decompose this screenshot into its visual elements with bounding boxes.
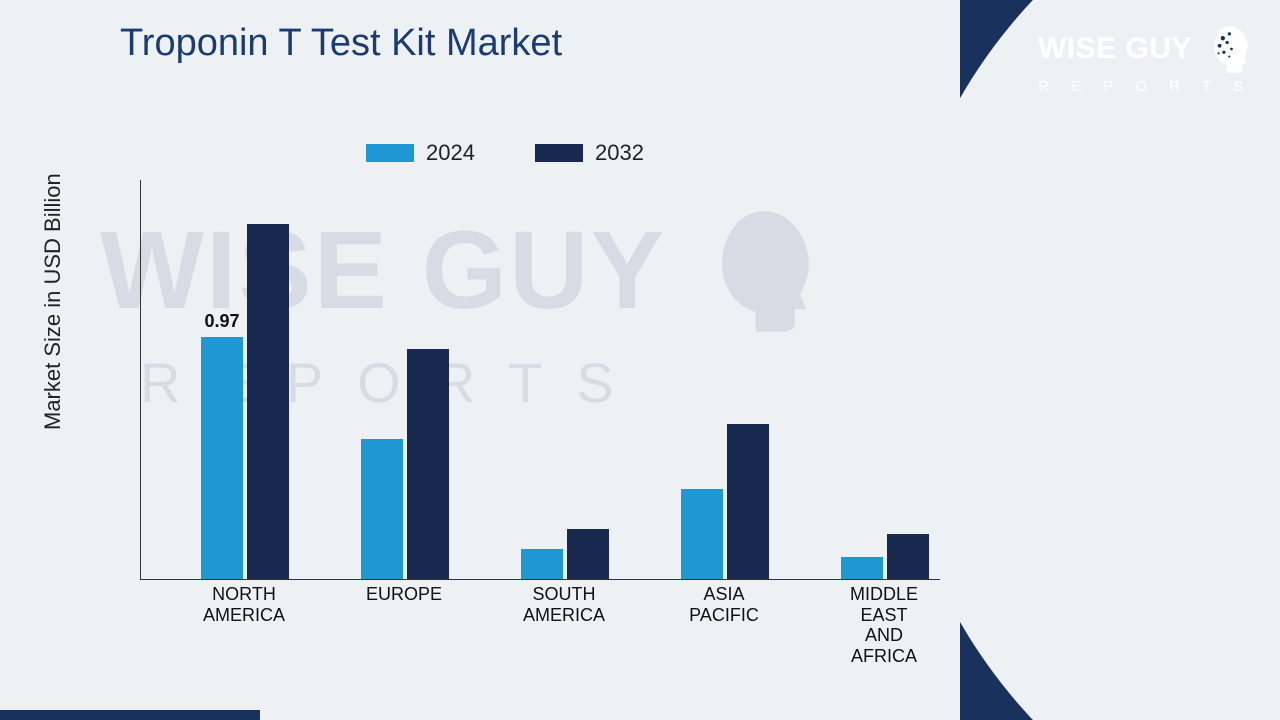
bottom-accent-bar (0, 710, 260, 720)
legend-swatch-1 (366, 144, 414, 162)
bar-group (681, 424, 769, 579)
legend-swatch-2 (535, 144, 583, 162)
x-tick-label: NORTH AMERICA (203, 584, 285, 625)
bar-series-2 (887, 534, 929, 579)
legend-item: 2032 (535, 140, 644, 166)
chart-title: Troponin T Test Kit Market (120, 22, 562, 65)
bar-series-1: 0.97 (201, 337, 243, 580)
bar-series-2 (407, 349, 449, 579)
bar-group (521, 529, 609, 579)
page: Troponin T Test Kit Market WISE GUY R E … (0, 0, 1280, 720)
logo-line-2: R E P O R T S (1038, 78, 1252, 95)
logo-text-1: WISE GUY (1038, 32, 1192, 66)
legend: 2024 2032 (50, 140, 960, 166)
plot-area: 0.97 (140, 180, 940, 580)
bar-series-1 (841, 557, 883, 580)
x-axis-labels: NORTH AMERICA EUROPE SOUTH AMERICA ASIA PAC… (140, 584, 940, 664)
x-tick-label: EUROPE (366, 584, 442, 605)
legend-item: 2024 (366, 140, 475, 166)
bar-group (361, 349, 449, 579)
bar-series-2 (727, 424, 769, 579)
chart: Market Size in USD Billion 2024 2032 0.9… (50, 140, 960, 660)
brand-logo: WISE GUY R E P O R T S (1038, 22, 1252, 95)
content-layer: Troponin T Test Kit Market WISE GUY R E … (0, 0, 1280, 720)
legend-label-1: 2024 (426, 140, 475, 166)
bar-value-label: 0.97 (204, 311, 239, 332)
bar-group: 0.97 (201, 224, 289, 579)
x-tick-label: ASIA PACIFIC (689, 584, 759, 625)
bar-series-1 (361, 439, 403, 579)
legend-label-2: 2032 (595, 140, 644, 166)
logo-line-1: WISE GUY (1038, 22, 1252, 76)
bar-series-2 (567, 529, 609, 579)
x-tick-label: MIDDLE EAST AND AFRICA (850, 584, 918, 667)
bar-group (841, 534, 929, 579)
bar-series-1 (681, 489, 723, 579)
x-tick-label: SOUTH AMERICA (523, 584, 605, 625)
bar-series-2 (247, 224, 289, 579)
head-icon (1198, 22, 1252, 76)
bar-series-1 (521, 549, 563, 579)
y-axis-label: Market Size in USD Billion (40, 173, 66, 430)
